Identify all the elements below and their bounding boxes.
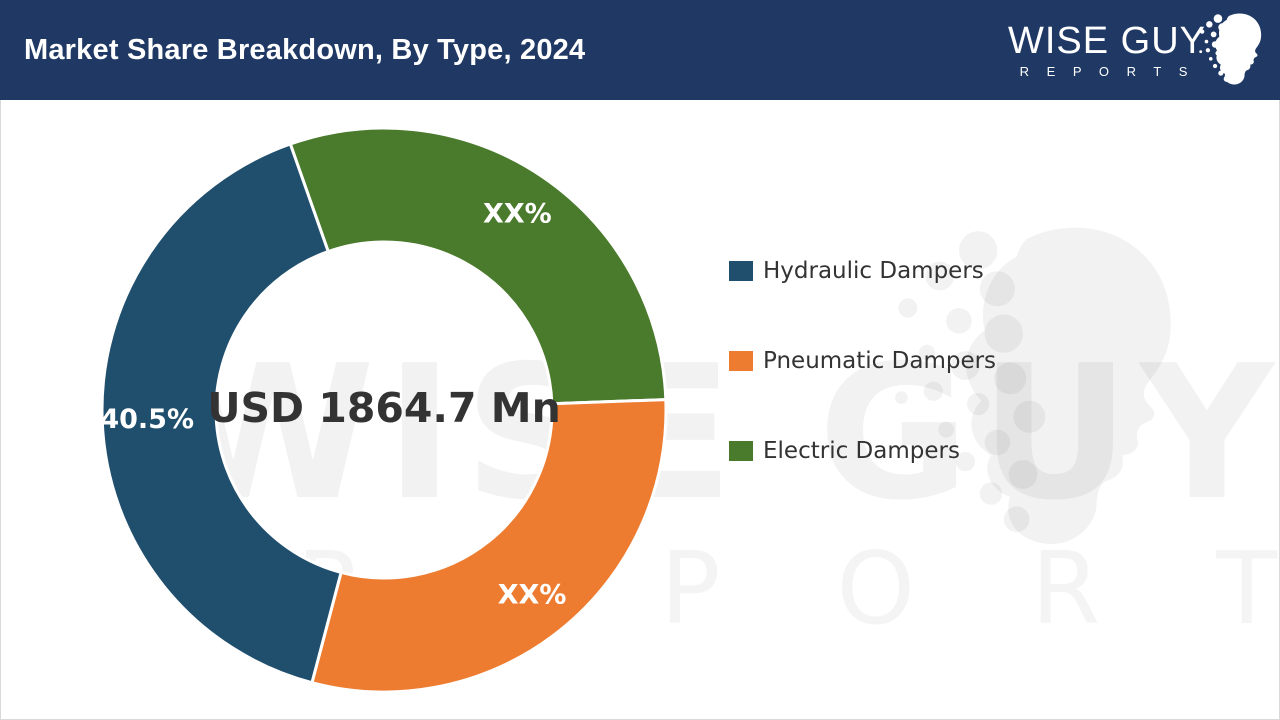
legend-item-pneumatic-dampers: Pneumatic Dampers xyxy=(729,336,996,386)
header-bar: Market Share Breakdown, By Type, 2024 WI… xyxy=(0,0,1280,100)
donut-segment-pneumatic-dampers xyxy=(310,398,668,694)
legend-swatch-1 xyxy=(729,351,753,371)
legend-label: Pneumatic Dampers xyxy=(763,348,997,374)
chart-center-value: USD 1864.7 Mn xyxy=(207,384,561,432)
donut-segment-hydraulic-dampers xyxy=(100,142,343,685)
page-title: Market Share Breakdown, By Type, 2024 xyxy=(24,33,586,66)
logo-text: WISE GUY R E P O R T S xyxy=(1008,21,1206,79)
donut-chart: XX% XX% 40.5% xyxy=(100,126,668,694)
donut-segment-electric-dampers xyxy=(288,126,668,406)
wise-guy-reports-logo: WISE GUY R E P O R T S xyxy=(1008,10,1264,89)
legend-item-hydraulic-dampers: Hydraulic Dampers xyxy=(729,246,996,296)
legend-label: Electric Dampers xyxy=(763,438,960,464)
logo-subtitle: R E P O R T S xyxy=(1019,63,1195,79)
legend-item-electric-dampers: Electric Dampers xyxy=(729,426,996,476)
logo-face-icon xyxy=(1192,10,1264,89)
legend-swatch-0 xyxy=(729,261,753,281)
slice-value-label: 40.5% xyxy=(100,404,194,435)
slice-value-label: XX% xyxy=(483,199,552,230)
chart-legend: Hydraulic Dampers Pneumatic Dampers Elec… xyxy=(729,246,996,476)
legend-label: Hydraulic Dampers xyxy=(763,258,984,284)
logo-wordmark: WISE GUY xyxy=(1007,19,1206,62)
legend-swatch-2 xyxy=(729,441,753,461)
slice-value-label: XX% xyxy=(498,580,567,611)
chart-card: WISE GUY R E P O R T S XX%XX%40.5% USD 1… xyxy=(0,100,1280,720)
